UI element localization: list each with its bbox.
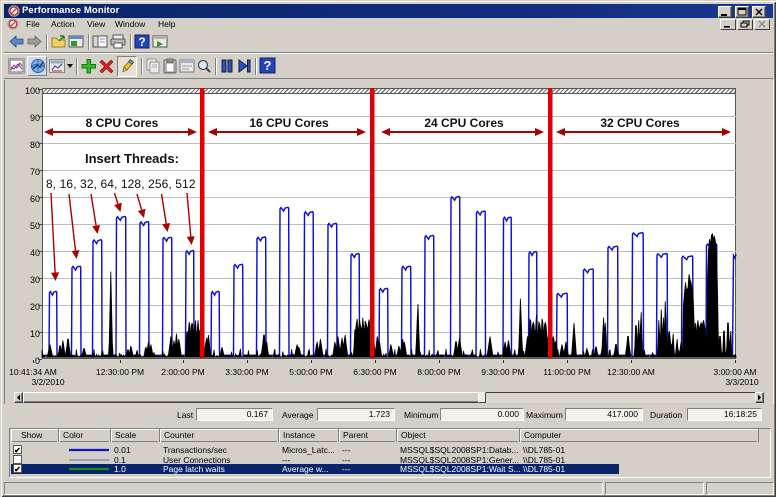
svg-text:?: ? <box>138 35 145 49</box>
svg-text:?: ? <box>264 58 272 73</box>
